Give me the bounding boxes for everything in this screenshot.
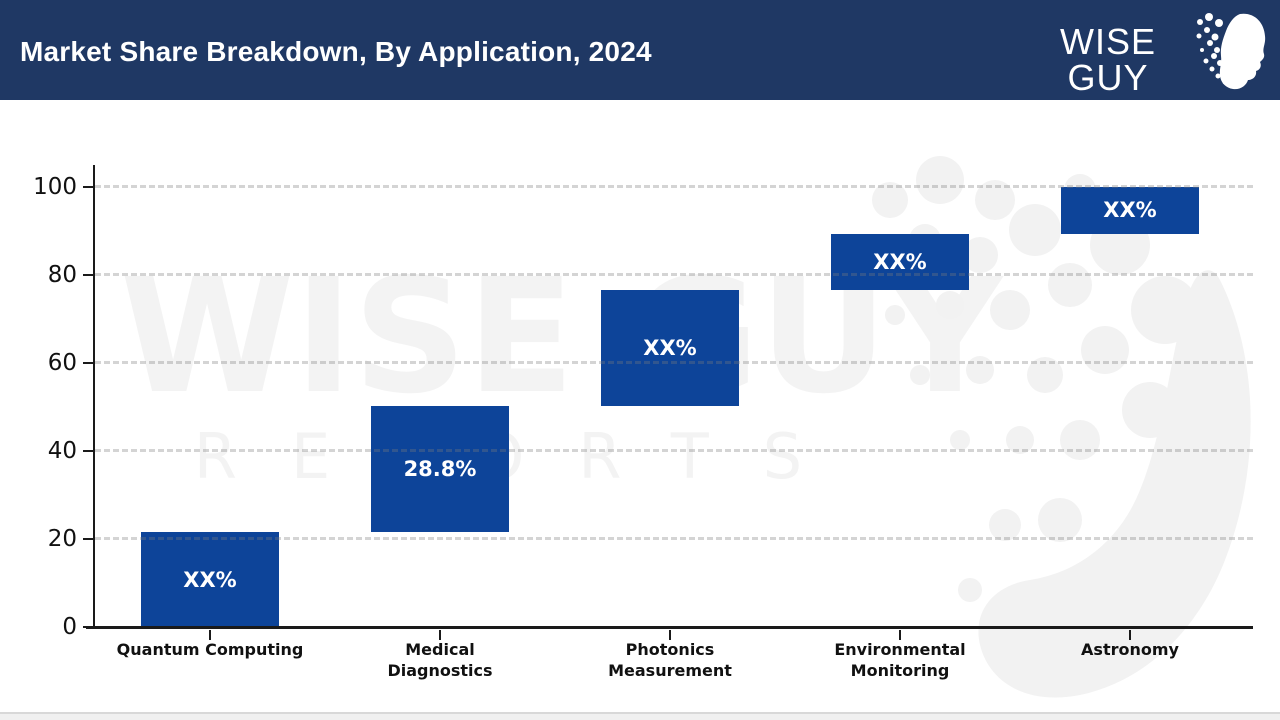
x-axis-line [86, 626, 1253, 629]
y-tick-label-0: 0 [62, 614, 77, 640]
category-label-environmental-monitoring: Environmental Monitoring [785, 639, 1015, 681]
category-label-line: Diagnostics [387, 661, 493, 680]
bar-value-label: XX% [183, 567, 237, 592]
y-tick-60 [83, 362, 93, 364]
y-tick-label-80: 80 [47, 262, 77, 288]
y-tick-100 [83, 186, 93, 188]
y-tick-40 [83, 450, 93, 452]
bar-value-label: XX% [1103, 198, 1157, 223]
bar-astronomy: XX% [1061, 187, 1199, 234]
y-tick-label-60: 60 [47, 350, 77, 376]
logo-subtitle: REPORTS [1049, 98, 1177, 112]
category-label-line: Photonics [625, 640, 715, 659]
logo-face-icon [1196, 13, 1266, 90]
x-tick-photonics-measurement [669, 630, 671, 640]
bar-environmental-monitoring: XX% [831, 233, 969, 291]
y-tick-0 [83, 626, 93, 628]
bar-value-label: XX% [873, 250, 927, 275]
category-label-line: Astronomy [1081, 640, 1179, 659]
x-tick-medical-diagnostics [439, 630, 441, 640]
gridline-80 [95, 273, 1253, 276]
y-tick-20 [83, 538, 93, 540]
x-tick-astronomy [1129, 630, 1131, 640]
bar-value-label: 28.8% [403, 457, 477, 482]
category-label-line: Quantum Computing [116, 640, 304, 659]
bar-value-label: XX% [643, 336, 697, 361]
y-tick-label-100: 100 [33, 174, 77, 200]
gridline-40 [95, 449, 1253, 452]
gridline-60 [95, 361, 1253, 364]
category-label-medical-diagnostics: Medical Diagnostics [325, 639, 555, 681]
wiseguy-logo: WISE GUY REPORTS [1018, 4, 1268, 112]
chart-title: Market Share Breakdown, By Application, … [20, 36, 652, 67]
x-category-labels: Quantum Computing Medical Diagnostics Photo… [95, 639, 1245, 681]
category-label-line: Environmental [834, 640, 966, 659]
category-label-quantum-computing: Quantum Computing [95, 639, 325, 681]
bottom-strip [0, 712, 1280, 720]
category-label-astronomy: Astronomy [1015, 639, 1245, 681]
gridline-100 [95, 185, 1253, 188]
x-tick-environmental-monitoring [899, 630, 901, 640]
gridline-20 [95, 537, 1253, 540]
bar-quantum-computing: XX% [141, 532, 279, 627]
bar-medical-diagnostics: 28.8% [371, 405, 509, 533]
category-label-line: Medical [405, 640, 475, 659]
x-tick-quantum-computing [209, 630, 211, 640]
logo-text: WISE GUY REPORTS [1018, 21, 1198, 113]
y-axis-line [93, 165, 95, 629]
logo-wordmark: WISE GUY [1059, 21, 1156, 98]
bar-photonics-measurement: XX% [601, 290, 739, 406]
category-label-line: Measurement [608, 661, 732, 680]
y-tick-80 [83, 274, 93, 276]
y-tick-label-40: 40 [47, 438, 77, 464]
header-bar: Market Share Breakdown, By Application, … [0, 0, 1280, 112]
plot-area: 0 20 40 60 80 100 XX% 28.8% XX% XX% XX% [33, 165, 1253, 640]
category-label-line: Monitoring [850, 661, 950, 680]
category-label-photonics-measurement: Photonics Measurement [555, 639, 785, 681]
y-tick-label-20: 20 [47, 526, 77, 552]
